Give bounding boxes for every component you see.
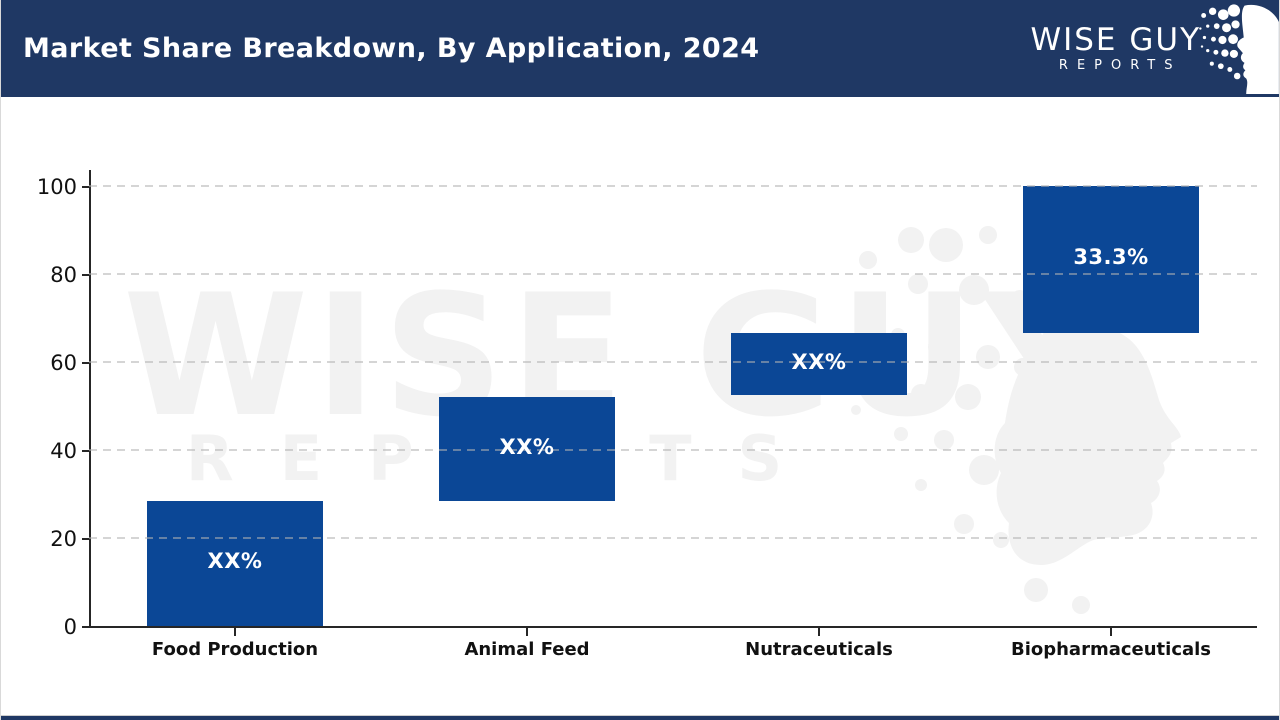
category-label: Nutraceuticals [745, 639, 893, 660]
y-axis-tick [82, 538, 89, 540]
x-axis-tick [818, 628, 820, 636]
y-tick-label: 80 [50, 263, 77, 287]
brand-logo-text: WISE GUY REPORTS [1030, 22, 1201, 74]
y-axis-tick [82, 274, 89, 276]
y-axis-line [89, 170, 91, 628]
gridline [89, 273, 1257, 275]
y-tick-label: 60 [50, 351, 77, 375]
chart-title: Market Share Breakdown, By Application, … [23, 33, 760, 64]
y-axis-tick [82, 362, 89, 364]
gridline [89, 185, 1257, 187]
brand-logo: WISE GUY REPORTS [1019, 0, 1279, 97]
gridline [89, 537, 1257, 539]
brand-name: WISE GUY [1030, 22, 1201, 58]
x-axis-tick [1110, 628, 1112, 636]
category-label: Animal Feed [464, 639, 590, 660]
y-axis-tick [82, 626, 89, 628]
category-label: Biopharmaceuticals [1010, 639, 1212, 660]
bar-value-label: 33.3% [1073, 245, 1149, 270]
watermark-head-dots-icon [836, 226, 1181, 614]
gridline [89, 361, 1257, 363]
y-tick-label: 0 [63, 615, 77, 639]
bar [1023, 186, 1199, 333]
y-tick-label: 100 [36, 175, 77, 199]
gridline [89, 449, 1257, 451]
bar-value-label: XX% [499, 434, 555, 459]
x-axis-line [89, 626, 1257, 628]
bar-value-label: XX% [791, 350, 847, 375]
bar [731, 333, 907, 395]
y-tick-label: 20 [50, 527, 77, 551]
header-bar: Market Share Breakdown, By Application, … [1, 0, 1279, 97]
brand-subtitle: REPORTS [1058, 58, 1182, 73]
bar [439, 397, 615, 501]
bar-value-label: XX% [207, 549, 263, 574]
x-axis-tick [526, 628, 528, 636]
x-axis-tick [234, 628, 236, 636]
y-axis-tick [82, 450, 89, 452]
head-profile-dots-icon [1199, 4, 1279, 94]
footer-bar [1, 715, 1279, 720]
y-axis-tick [82, 186, 89, 188]
y-tick-label: 40 [50, 439, 77, 463]
category-label: Food Production [151, 639, 319, 660]
bar [147, 500, 323, 626]
